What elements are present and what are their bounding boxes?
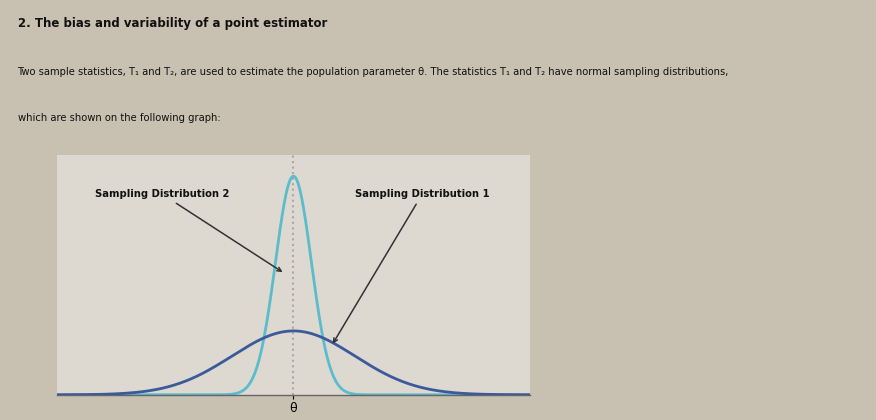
Text: which are shown on the following graph:: which are shown on the following graph: [18, 113, 220, 123]
Text: 2. The bias and variability of a point estimator: 2. The bias and variability of a point e… [18, 17, 327, 30]
Text: Sampling Distribution 1: Sampling Distribution 1 [334, 189, 490, 342]
Text: Sampling Distribution 2: Sampling Distribution 2 [95, 189, 281, 271]
Text: Two sample statistics, T₁ and T₂, are used to estimate the population parameter : Two sample statistics, T₁ and T₂, are us… [18, 67, 729, 77]
